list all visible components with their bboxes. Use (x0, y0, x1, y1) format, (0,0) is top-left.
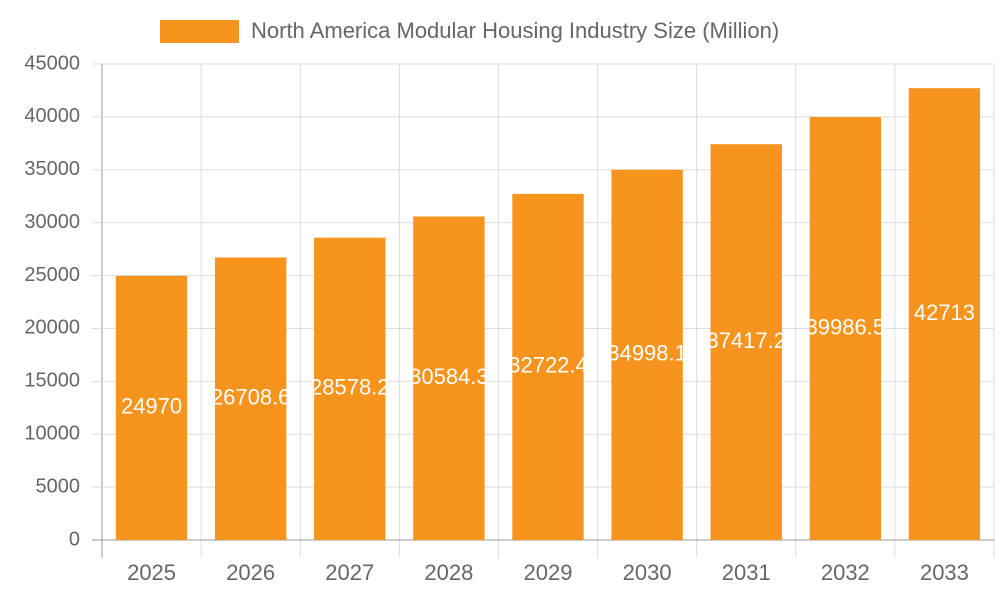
y-tick-label: 5000 (36, 475, 81, 497)
x-tick-label: 2032 (821, 560, 870, 585)
x-tick-label: 2030 (623, 560, 672, 585)
bar (809, 117, 882, 541)
x-tick-label: 2027 (325, 560, 374, 585)
data-label: 24970 (121, 394, 182, 419)
y-tick-label: 20000 (24, 317, 80, 339)
data-label: 32722.4 (508, 353, 588, 378)
x-tick-label: 2033 (920, 560, 969, 585)
data-label: 39986.5 (806, 314, 886, 339)
bar (214, 257, 287, 540)
bar (512, 193, 584, 540)
legend-swatch (160, 20, 239, 43)
y-tick-label: 10000 (24, 423, 80, 445)
x-tick-label: 2025 (127, 560, 176, 585)
y-tick-label: 15000 (24, 370, 80, 392)
data-label: 28578.2 (310, 375, 390, 400)
x-tick-label: 2026 (226, 560, 275, 585)
y-tick-label: 40000 (24, 105, 80, 127)
bar (413, 216, 485, 540)
x-tick-label: 2031 (722, 560, 771, 585)
bar (908, 88, 981, 540)
data-label: 30584.3 (409, 364, 489, 389)
data-label: 34998.1 (607, 341, 687, 366)
y-tick-label: 25000 (24, 264, 80, 286)
data-label: 37417.2 (706, 328, 786, 353)
data-label: 26708.6 (211, 385, 291, 410)
bar (115, 275, 188, 540)
bar (710, 144, 782, 540)
legend-label: North America Modular Housing Industry S… (251, 18, 779, 43)
bar (611, 169, 683, 540)
y-tick-label: 30000 (24, 211, 80, 233)
x-tick-label: 2028 (424, 560, 473, 585)
bar (314, 237, 386, 540)
y-tick-label: 0 (69, 528, 80, 550)
data-label: 42713 (914, 300, 975, 325)
y-tick-label: 35000 (24, 158, 80, 180)
x-tick-label: 2029 (524, 560, 573, 585)
y-tick-label: 45000 (24, 52, 80, 74)
